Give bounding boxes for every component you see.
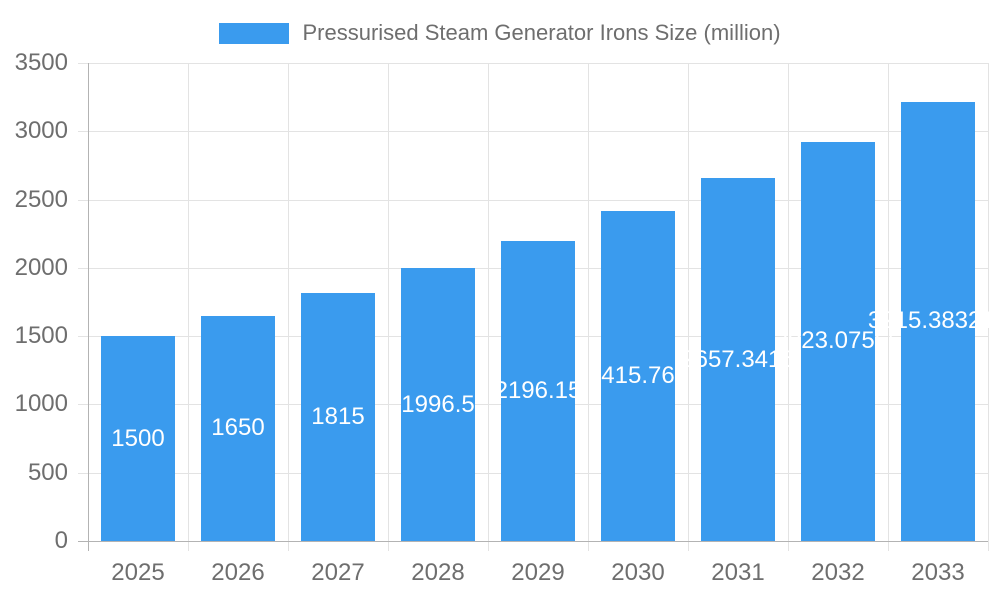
gridline-vertical bbox=[888, 63, 889, 551]
gridline-vertical bbox=[488, 63, 489, 551]
gridline-horizontal bbox=[78, 63, 988, 64]
y-tick-label: 0 bbox=[54, 527, 68, 554]
bar-2033[interactable] bbox=[901, 101, 975, 541]
bar-2028[interactable] bbox=[401, 268, 475, 541]
legend-label: Pressurised Steam Generator Irons Size (… bbox=[302, 20, 781, 45]
legend-item[interactable]: Pressurised Steam Generator Irons Size (… bbox=[0, 20, 1000, 45]
bar-2027[interactable] bbox=[301, 293, 375, 541]
y-tick-label: 3000 bbox=[14, 117, 68, 145]
gridline-vertical bbox=[988, 63, 989, 551]
gridline-vertical bbox=[788, 63, 789, 551]
x-tick-label: 2026 bbox=[211, 559, 265, 586]
gridline-vertical bbox=[188, 63, 189, 551]
x-tick-label: 2031 bbox=[711, 559, 765, 586]
gridline-vertical bbox=[388, 63, 389, 551]
y-tick-label: 1500 bbox=[14, 322, 68, 350]
bar-2025[interactable] bbox=[101, 336, 175, 541]
y-tick-label: 1000 bbox=[14, 390, 68, 418]
gridline-vertical bbox=[588, 63, 589, 551]
y-tick-label: 2000 bbox=[14, 253, 68, 281]
gridline-horizontal bbox=[78, 131, 988, 133]
x-tick-label: 2032 bbox=[811, 559, 865, 586]
gridline-vertical bbox=[688, 63, 689, 551]
bar-2029[interactable] bbox=[501, 241, 575, 541]
x-tick-label: 2030 bbox=[611, 559, 665, 586]
y-tick-label: 2500 bbox=[14, 185, 68, 213]
gridline-horizontal bbox=[78, 199, 988, 201]
x-tick-label: 2028 bbox=[411, 559, 465, 586]
y-tick-label: 500 bbox=[27, 458, 68, 486]
bar-2031[interactable] bbox=[701, 178, 775, 541]
y-axis-line bbox=[88, 63, 89, 551]
gridline-vertical bbox=[288, 63, 289, 551]
x-tick-label: 2033 bbox=[911, 559, 965, 586]
bar-2032[interactable] bbox=[801, 141, 875, 541]
x-axis-line bbox=[78, 541, 988, 542]
bar-2030[interactable] bbox=[601, 211, 675, 541]
x-tick-label: 2025 bbox=[111, 559, 165, 586]
x-tick-label: 2027 bbox=[311, 559, 365, 586]
legend-swatch-icon bbox=[219, 22, 290, 44]
bar-2026[interactable] bbox=[201, 315, 275, 541]
x-tick-label: 2029 bbox=[511, 559, 565, 586]
y-tick-label: 3500 bbox=[14, 49, 68, 76]
